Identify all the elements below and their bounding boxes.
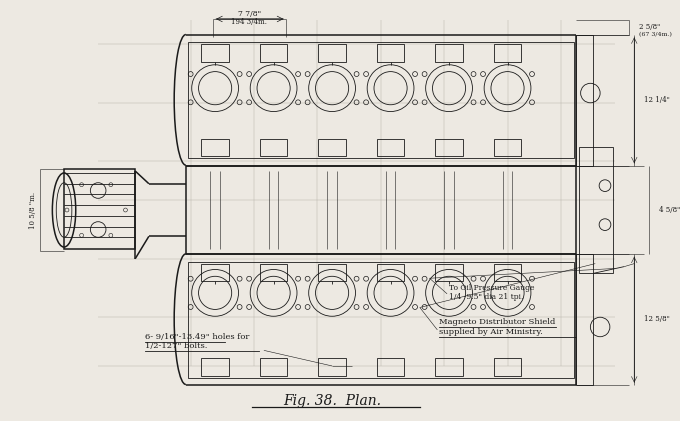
Bar (494, 139, 521, 157)
Bar (188, 262, 574, 378)
Bar (435, 139, 462, 157)
Bar (377, 358, 404, 376)
Text: 194 3/4m.: 194 3/4m. (231, 18, 267, 26)
Text: 2 5/8": 2 5/8" (639, 23, 660, 31)
Bar (576, 35, 594, 166)
Text: 1/4 -9.5" dia 21 tpi.: 1/4 -9.5" dia 21 tpi. (449, 293, 524, 301)
Bar (435, 264, 462, 281)
Text: To Oil Pressure Gauge: To Oil Pressure Gauge (449, 284, 534, 292)
Bar (64, 169, 135, 249)
Text: Magneto Distributor Shield: Magneto Distributor Shield (439, 318, 556, 326)
Bar (201, 264, 228, 281)
Bar (186, 166, 576, 254)
Bar (318, 358, 345, 376)
Bar (260, 139, 287, 157)
Bar (494, 264, 521, 281)
Bar (377, 264, 404, 281)
Bar (188, 43, 574, 158)
Bar (201, 139, 228, 157)
Bar (435, 44, 462, 62)
Text: (67 3/4m.): (67 3/4m.) (639, 32, 672, 37)
Bar (201, 358, 228, 376)
Text: 7 7/8": 7 7/8" (238, 10, 261, 18)
Bar (260, 44, 287, 62)
Bar (377, 44, 404, 62)
Bar (318, 44, 345, 62)
Text: Fig. 38.  Plan.: Fig. 38. Plan. (283, 394, 381, 408)
Bar (494, 44, 521, 62)
Bar (579, 147, 613, 273)
Bar (201, 44, 228, 62)
Bar (576, 254, 594, 386)
Bar (377, 139, 404, 157)
Text: 6- 9/16"-13.49" holes for: 6- 9/16"-13.49" holes for (145, 333, 250, 341)
Text: 4 5/8": 4 5/8" (659, 206, 680, 214)
Bar (435, 358, 462, 376)
Text: 10 5/8 "m.: 10 5/8 "m. (29, 192, 37, 229)
Bar (260, 358, 287, 376)
Text: 12 5/8": 12 5/8" (644, 315, 670, 323)
Bar (318, 264, 345, 281)
Text: supplied by Air Ministry.: supplied by Air Ministry. (439, 328, 543, 336)
Bar (318, 139, 345, 157)
Bar (260, 264, 287, 281)
Text: 1/2-127" bolts.: 1/2-127" bolts. (145, 342, 207, 350)
Text: 12 1/4": 12 1/4" (644, 96, 670, 104)
Bar (494, 358, 521, 376)
